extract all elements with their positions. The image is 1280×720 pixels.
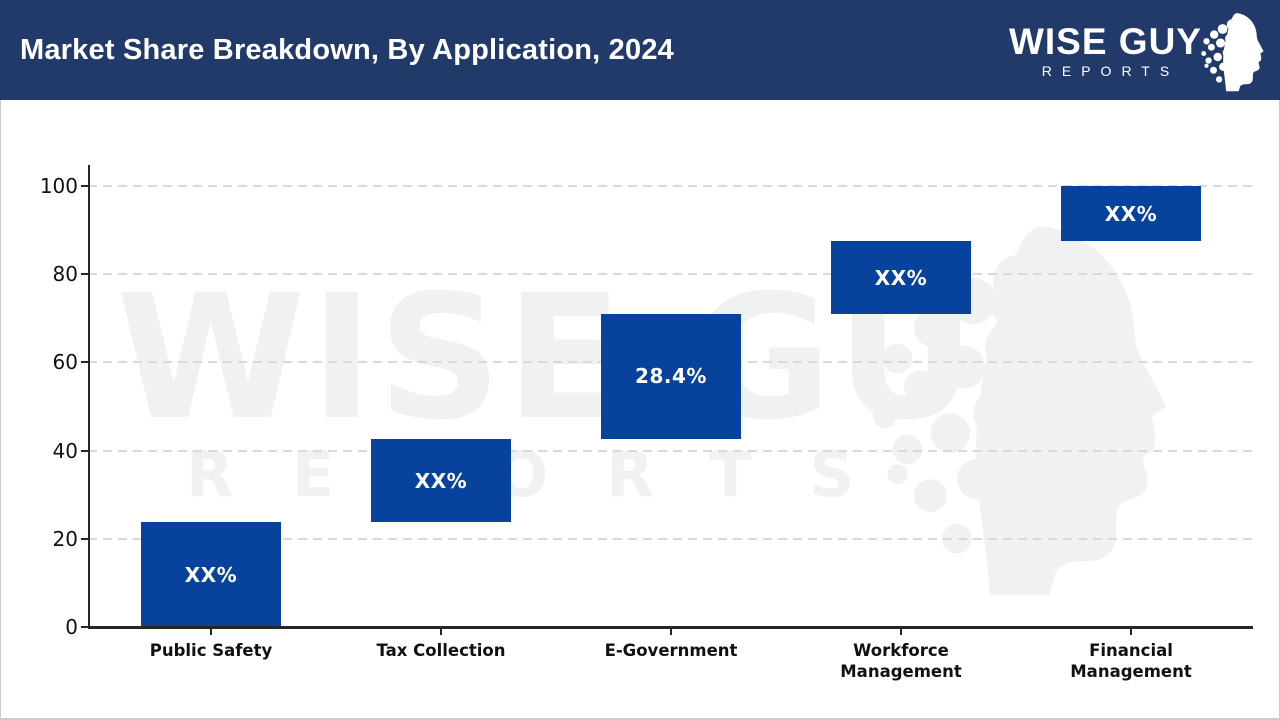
brand-wordmark: WISE GUY REPORTS: [1009, 23, 1202, 78]
y-tick-mark: [81, 537, 88, 540]
bar: XX%: [141, 522, 281, 627]
y-tick-mark: [81, 626, 88, 628]
gridline: [88, 537, 1253, 540]
bar-value-label: XX%: [874, 265, 928, 290]
x-tick-mark: [210, 627, 212, 635]
y-tick-mark: [81, 361, 88, 364]
y-tick-mark: [81, 273, 88, 276]
gridline: [88, 185, 1253, 187]
x-category-label: Workforce Management: [840, 641, 962, 682]
gridline: [88, 273, 1253, 276]
brand-name: WISE GUY: [1008, 20, 1202, 62]
bar: XX%: [831, 241, 971, 314]
page-title: Market Share Breakdown, By Application, …: [20, 33, 674, 66]
y-tick-mark: [81, 185, 88, 187]
bar: 28.4%: [601, 313, 741, 440]
y-tick-label: 60: [52, 350, 78, 375]
watermark-head-icon: [872, 226, 1167, 595]
y-axis-line: [88, 165, 90, 627]
x-category-label: Tax Collection: [376, 641, 506, 660]
bar-value-label: XX%: [414, 468, 468, 493]
watermark-text-secondary: REPORTS: [186, 438, 913, 511]
y-tick-label: 100: [39, 174, 78, 198]
y-tick-label: 40: [52, 438, 78, 463]
bar-value-label: XX%: [184, 562, 238, 587]
brand-logo: WISE GUY REPORTS: [1009, 6, 1266, 94]
header-bar: Market Share Breakdown, By Application, …: [0, 0, 1280, 100]
x-tick-mark: [1130, 627, 1132, 635]
brand-subtitle: REPORTS: [1041, 62, 1180, 79]
gridline: [88, 449, 1253, 452]
y-tick-mark: [81, 449, 88, 452]
y-tick-label: 80: [52, 262, 78, 287]
x-category-label: Financial Management: [1070, 641, 1192, 682]
dotted-head-icon: [1201, 13, 1264, 92]
bar-value-label: XX%: [1104, 201, 1158, 226]
bar: XX%: [1061, 186, 1201, 242]
y-tick-label: 20: [52, 526, 78, 551]
x-tick-mark: [670, 627, 672, 635]
x-category-label: E-Government: [604, 641, 738, 660]
bar: XX%: [371, 439, 511, 523]
y-tick-label: 0: [65, 615, 78, 639]
x-tick-mark: [900, 627, 902, 635]
bar-value-label: 28.4%: [635, 364, 707, 389]
x-tick-mark: [440, 627, 442, 635]
x-category-label: Public Safety: [149, 641, 273, 660]
